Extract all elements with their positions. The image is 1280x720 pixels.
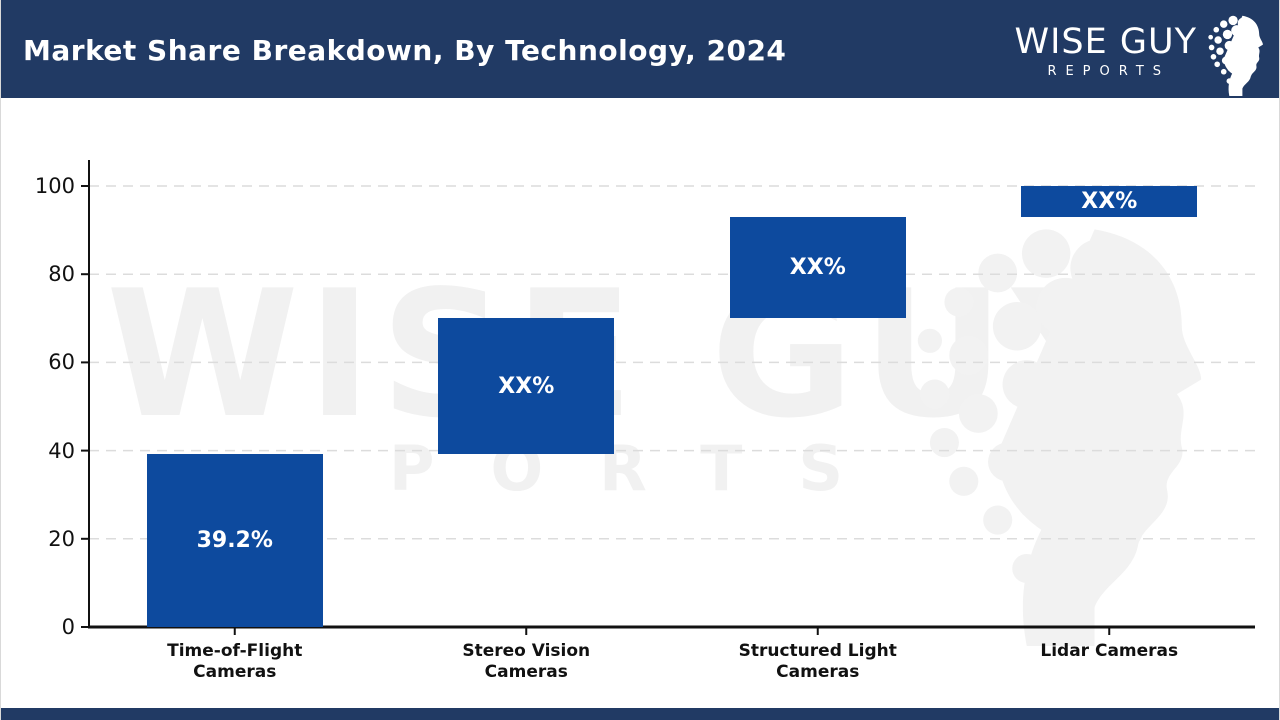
logo-wiseguy-text: WISE GUY bbox=[1014, 22, 1197, 62]
chart-area: 0 20 40 60 80 100 39.2% XX% XX% XX% Time-of-Flight… bbox=[1, 98, 1279, 708]
footer-bar bbox=[1, 708, 1279, 720]
y-tick-label: 80 bbox=[48, 262, 75, 287]
bar-1: 39.2% bbox=[146, 454, 323, 627]
bar-value-label: XX% bbox=[1081, 188, 1138, 214]
logo-head-icon bbox=[1208, 15, 1263, 96]
x-category-label-line: Cameras bbox=[193, 662, 277, 682]
x-category-label: Time-of-Flight Cameras bbox=[85, 641, 385, 683]
x-category-label-line: Structured Light bbox=[738, 641, 897, 661]
x-category-label: Structured Light Cameras bbox=[668, 641, 968, 683]
x-category-label: Stereo Vision Cameras bbox=[376, 641, 676, 683]
y-tick-label: 20 bbox=[48, 526, 75, 551]
y-tick-label: 100 bbox=[34, 174, 75, 198]
logo: WISE GUY REPORTS bbox=[1005, 8, 1263, 96]
page-title: Market Share Breakdown, By Technology, 2… bbox=[23, 34, 787, 67]
bar-value-label: 39.2% bbox=[196, 528, 273, 554]
y-tick-label: 60 bbox=[48, 350, 75, 375]
x-category-label-line: Stereo Vision bbox=[462, 641, 591, 661]
watermark-head-icon bbox=[917, 229, 1202, 646]
bar-3: XX% bbox=[729, 216, 906, 319]
header: Market Share Breakdown, By Technology, 2… bbox=[1, 0, 1279, 98]
bar-2: XX% bbox=[438, 318, 615, 455]
logo-reports-text: REPORTS bbox=[1047, 64, 1171, 79]
logo-wordmark: WISE GUY REPORTS bbox=[1014, 22, 1197, 79]
y-tick-label: 40 bbox=[48, 438, 75, 463]
bar-value-label: XX% bbox=[498, 373, 555, 399]
y-tick-label: 0 bbox=[61, 615, 75, 639]
bar-4: XX% bbox=[1021, 186, 1198, 217]
x-category-label: Lidar Cameras bbox=[959, 641, 1259, 662]
bar-value-label: XX% bbox=[789, 255, 846, 281]
x-category-label-line: Cameras bbox=[776, 662, 860, 682]
x-category-label-line: Time-of-Flight bbox=[167, 641, 303, 661]
x-category-label-line: Lidar Cameras bbox=[1040, 641, 1179, 661]
x-category-label-line: Cameras bbox=[484, 662, 568, 682]
